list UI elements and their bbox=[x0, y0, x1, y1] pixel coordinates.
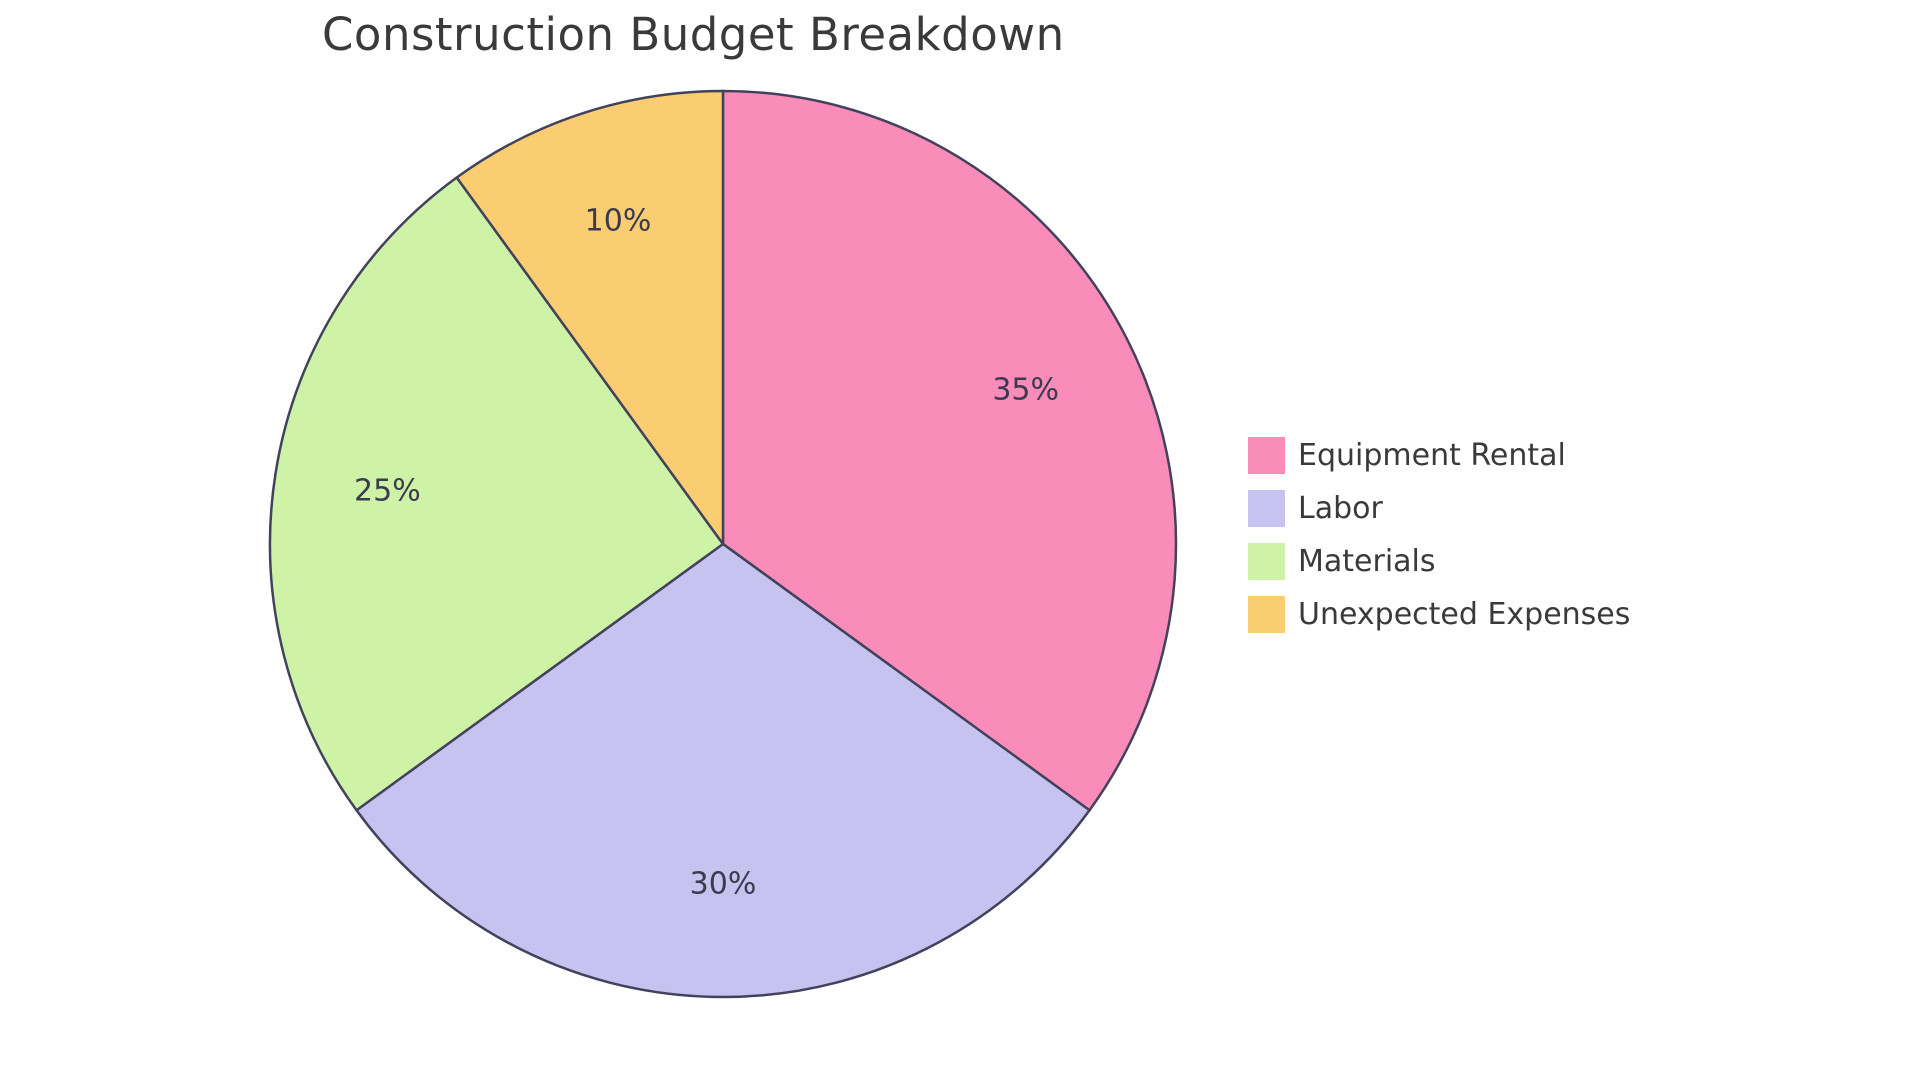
pie-slice-percentage-label: 10% bbox=[585, 203, 652, 238]
pie-slice-equipment-rental bbox=[721, 89, 1178, 812]
pie-labels-group: 35% 30% 25% 10% bbox=[354, 203, 1059, 901]
legend-swatch bbox=[1248, 543, 1285, 580]
pie-slice-percentage-label: 35% bbox=[992, 372, 1059, 407]
legend-item: Labor bbox=[1248, 490, 1630, 527]
legend-label: Labor bbox=[1298, 491, 1383, 526]
pie-slices-group bbox=[268, 89, 1178, 999]
legend-label: Materials bbox=[1298, 544, 1436, 579]
pie-slice-labor bbox=[355, 542, 1091, 999]
pie-slice-materials bbox=[268, 176, 725, 812]
pie-slice-percentage-label: 25% bbox=[354, 473, 421, 508]
legend-swatch bbox=[1248, 437, 1285, 474]
pie-slice-unexpected-expenses bbox=[455, 89, 725, 546]
legend-label: Equipment Rental bbox=[1298, 438, 1566, 473]
legend-swatch bbox=[1248, 490, 1285, 527]
legend-item: Materials bbox=[1248, 543, 1630, 580]
legend-item: Unexpected Expenses bbox=[1248, 596, 1630, 633]
legend-swatch bbox=[1248, 596, 1285, 633]
pie-slice-percentage-label: 30% bbox=[690, 866, 757, 901]
legend: Equipment Rental Labor Materials Unexpec… bbox=[1248, 437, 1630, 649]
legend-item: Equipment Rental bbox=[1248, 437, 1630, 474]
legend-label: Unexpected Expenses bbox=[1298, 597, 1631, 632]
chart-title: Construction Budget Breakdown bbox=[322, 8, 1065, 61]
